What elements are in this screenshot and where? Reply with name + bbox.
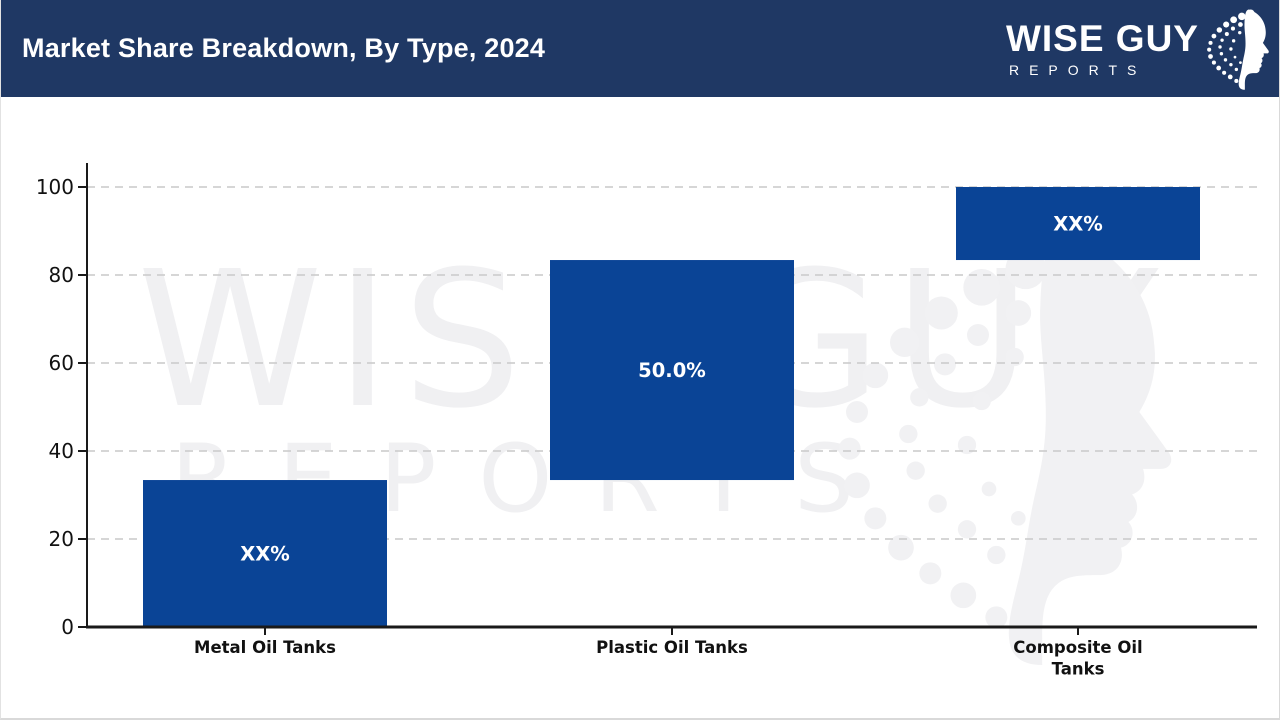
bar-segment-0 bbox=[143, 480, 387, 627]
category-label-0: Metal Oil Tanks bbox=[194, 638, 336, 657]
y-tick-label: 100 bbox=[36, 175, 74, 199]
y-tick-label: 60 bbox=[49, 351, 74, 375]
brand-logo: WISE GUY REPORTS bbox=[1006, 8, 1269, 90]
y-tick-label: 20 bbox=[49, 527, 74, 551]
logo-head-icon bbox=[1207, 9, 1269, 90]
header: Market Share Breakdown, By Type, 2024 WI… bbox=[1, 0, 1279, 97]
y-tick-label: 80 bbox=[49, 263, 74, 287]
logo-line2: REPORTS bbox=[1008, 62, 1147, 78]
bar-segment-2 bbox=[956, 187, 1200, 261]
bar-segment-1 bbox=[550, 260, 794, 481]
bar-value-label-0: XX% bbox=[240, 543, 290, 566]
logo-line1: WISE GUY bbox=[1005, 18, 1199, 59]
page-title: Market Share Breakdown, By Type, 2024 bbox=[22, 33, 546, 63]
bar-chart: XX% 50.0% XX% 0 20 40 60 80 100 Metal Oil Tanks Pl… bbox=[36, 163, 1257, 679]
category-label-2: Composite Oil bbox=[1013, 638, 1142, 657]
chart-region: WISE GUY REPORTS XX% 50.0% XX% 0 20 40 60 80 100… bbox=[1, 97, 1279, 718]
bar-value-label-1: 50.0% bbox=[638, 359, 706, 382]
y-tick-label: 40 bbox=[49, 439, 74, 463]
category-label-1: Plastic Oil Tanks bbox=[596, 638, 748, 657]
bar-value-label-2: XX% bbox=[1053, 213, 1103, 236]
logo-wordmark: WISE GUY REPORTS bbox=[1006, 20, 1199, 78]
category-label-2: Tanks bbox=[1052, 660, 1105, 679]
y-tick-label: 0 bbox=[61, 615, 74, 639]
